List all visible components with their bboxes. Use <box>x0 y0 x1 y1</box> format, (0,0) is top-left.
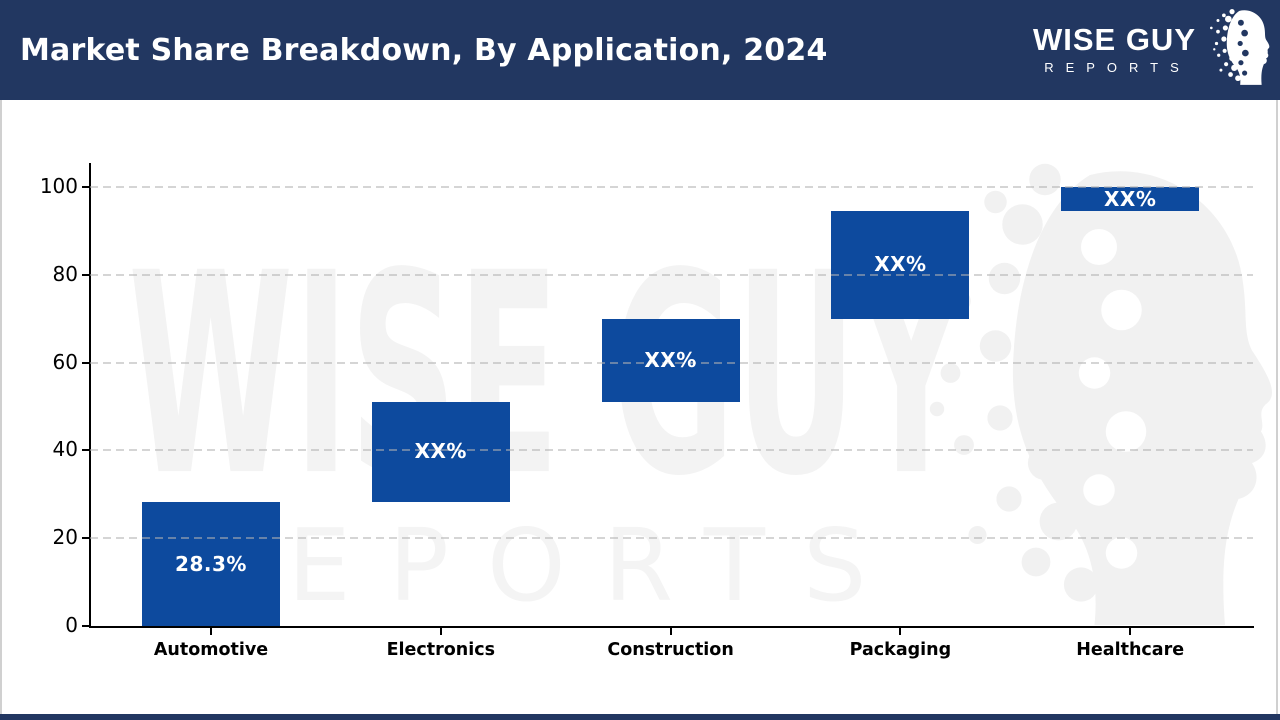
gridline <box>90 361 1253 364</box>
logo-subtext: REPORTS <box>1044 59 1191 75</box>
bar-value-label: XX% <box>644 347 697 372</box>
bar-value-label: 28.3% <box>175 551 247 576</box>
x-tick-label: Construction <box>607 640 734 660</box>
y-tick <box>82 273 90 276</box>
footer-bar <box>0 714 1280 720</box>
x-tick <box>210 628 212 635</box>
x-tick-label: Healthcare <box>1076 640 1185 660</box>
y-axis-line <box>89 163 91 628</box>
logo-face-icon <box>1198 6 1272 92</box>
gridline <box>90 186 1253 189</box>
y-tick-label: 20 <box>52 525 78 550</box>
page-border-left <box>0 100 2 714</box>
brand-logo: WISE GUY REPORTS <box>1033 6 1272 92</box>
logo-wordmark: WISE GUY <box>1032 22 1196 58</box>
bar-segment <box>601 318 740 403</box>
gridline <box>90 273 1253 276</box>
chart-title: Market Share Breakdown, By Application, … <box>20 32 828 68</box>
bar-segment <box>1061 187 1200 212</box>
plot-area: 28.3% Automotive XX% Electronics XX% Construc… <box>0 100 1280 714</box>
bar-segment <box>142 501 280 626</box>
y-tick <box>82 625 90 627</box>
x-tick <box>669 628 672 635</box>
y-tick <box>82 449 90 452</box>
y-tick-label: 80 <box>52 261 78 286</box>
x-tick-label: Electronics <box>386 640 496 660</box>
x-axis-line <box>89 626 1254 628</box>
bar-value-label: XX% <box>874 252 927 277</box>
bar-value-label: XX% <box>414 439 467 464</box>
x-tick-label: Automotive <box>153 640 269 660</box>
page-border-right <box>1276 100 1278 714</box>
x-tick <box>439 628 442 635</box>
y-tick <box>82 361 90 364</box>
y-tick-label: 60 <box>52 349 78 374</box>
gridline <box>90 537 1253 540</box>
x-tick <box>1129 628 1132 635</box>
x-tick <box>899 628 902 635</box>
y-tick-label: 40 <box>52 437 78 462</box>
bar-value-label: XX% <box>1103 187 1157 212</box>
bar-segment <box>371 402 510 502</box>
x-tick-label: Packaging <box>849 640 952 660</box>
brand-logo-text: WISE GUY REPORTS <box>1032 22 1196 75</box>
y-tick-label: 100 <box>39 174 78 199</box>
y-tick-label: 0 <box>65 613 78 637</box>
header: Market Share Breakdown, By Application, … <box>0 0 1280 100</box>
gridline <box>90 449 1253 452</box>
y-tick <box>82 537 90 540</box>
watermark-subtext: REPORTS <box>180 507 905 624</box>
y-tick <box>82 186 90 189</box>
chart-area: WISE GUY REPORTS 28.3% Automotive XX% Elect… <box>0 100 1280 714</box>
bar-segment <box>831 211 970 319</box>
watermark-wordmark: WISE GUY <box>128 215 966 538</box>
